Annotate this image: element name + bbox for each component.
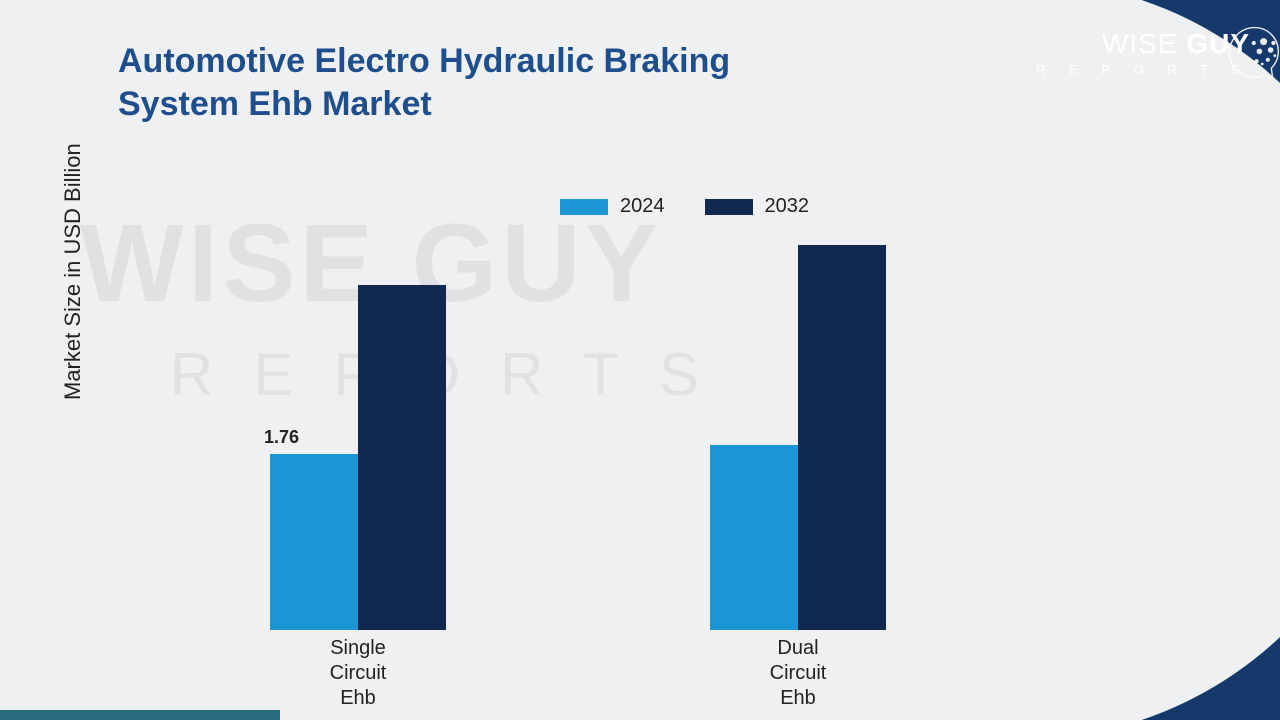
bar-2024	[270, 454, 358, 630]
bar-value-label: 1.76	[264, 427, 299, 448]
legend-item-2032: 2032	[705, 195, 810, 218]
footer-accent-bar	[0, 710, 280, 720]
bar-2032	[358, 285, 446, 630]
legend-label-2024: 2024	[620, 195, 665, 218]
brand-head-icon	[1216, 22, 1280, 92]
chart-title: Automotive Electro Hydraulic Braking Sys…	[118, 40, 758, 125]
legend-swatch-2024	[560, 199, 608, 215]
category-label: SingleCircuitEhb	[270, 636, 446, 711]
brand-top-a: WISE	[1102, 28, 1186, 59]
category-label: DualCircuitEhb	[710, 636, 886, 711]
plot-area: 1.76SingleCircuitEhbDualCircuitEhb	[110, 230, 930, 630]
legend-item-2024: 2024	[560, 195, 665, 218]
bar-2032	[798, 245, 886, 630]
bar-2024	[710, 445, 798, 630]
y-axis-label: Market Size in USD Billion	[60, 143, 86, 400]
legend-label-2032: 2032	[765, 195, 810, 218]
chart-canvas: WISE GUY R E P O R T S WISE GUY REPORTS …	[0, 0, 1280, 720]
legend-swatch-2032	[705, 199, 753, 215]
legend: 2024 2032	[560, 195, 809, 218]
